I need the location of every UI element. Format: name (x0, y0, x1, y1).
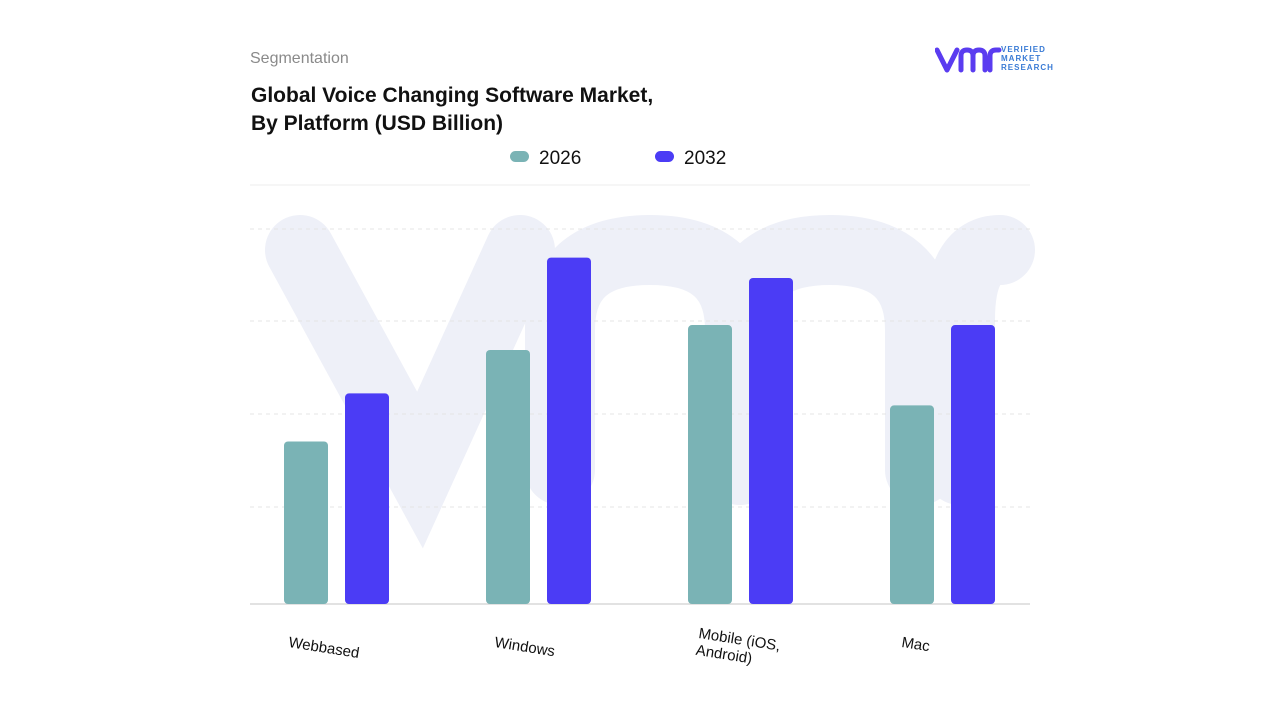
bar-2026-webbased (284, 441, 328, 604)
legend-label-2026: 2026 (539, 148, 582, 169)
bar-2032-mobile-ios-android (749, 277, 793, 604)
legend-item-2026: 2026 (510, 148, 581, 170)
chart-title-line-1: Global Voice Changing Software Market, (251, 84, 654, 107)
chart-bars (284, 257, 995, 604)
chart-title: Global Voice Changing Software Market, B… (251, 82, 771, 138)
section-label: Segmentation (250, 50, 349, 67)
bar-2026-mac (890, 405, 934, 604)
vmr-logo-icon (935, 47, 1002, 73)
chart-title-line-2: By Platform (USD Billion) (251, 112, 504, 135)
legend-swatch-2032 (655, 150, 674, 162)
legend-label-2032: 2032 (684, 148, 727, 169)
logo-line-verified: VERIFIED (1001, 45, 1046, 54)
watermark-logo (265, 214, 1035, 549)
logo-text: VERIFIED MARKET RESEARCH (1001, 45, 1054, 72)
bar-2032-mac (951, 325, 995, 604)
bar-2026-mobile-ios-android (688, 325, 732, 604)
logo-line-market: MARKET (1001, 54, 1042, 63)
bar-2032-windows (547, 257, 591, 604)
legend-swatch-2026 (510, 150, 529, 162)
watermark-vmr-icon (265, 214, 1035, 549)
logo-line-research: RESEARCH (1001, 63, 1054, 72)
bar-2026-windows (486, 349, 530, 604)
legend-item-2032: 2032 (655, 148, 726, 170)
bar-2032-webbased (345, 393, 389, 604)
